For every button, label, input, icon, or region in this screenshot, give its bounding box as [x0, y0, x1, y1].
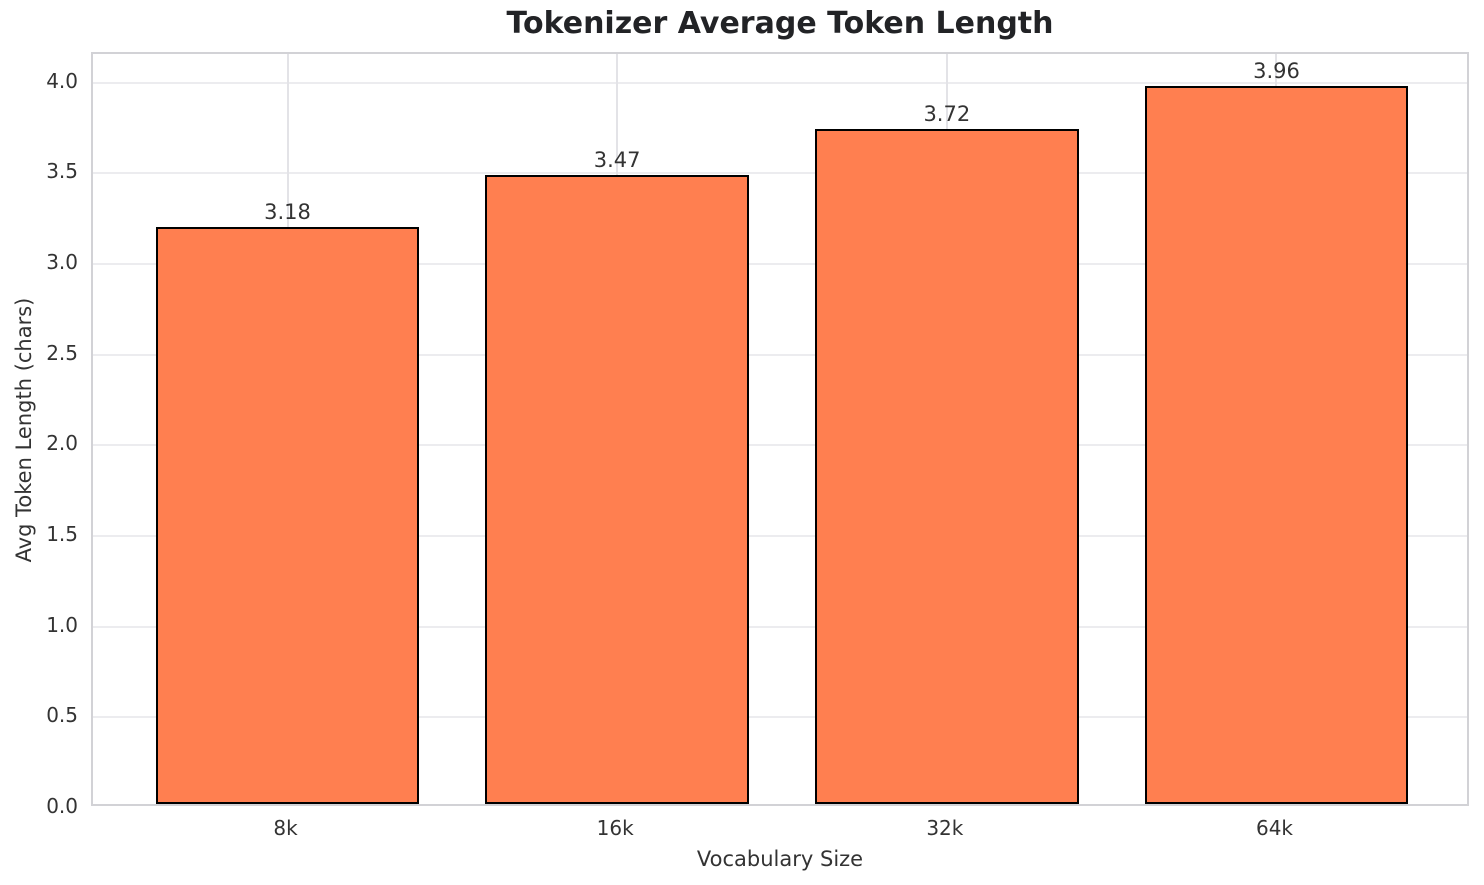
- horizontal-gridline: [93, 353, 1467, 356]
- horizontal-gridline: [93, 444, 1467, 447]
- x-tick-label: 16k: [596, 816, 634, 840]
- horizontal-gridline: [93, 81, 1467, 84]
- bar-8k: [155, 227, 420, 804]
- horizontal-gridline: [93, 534, 1467, 537]
- x-axis-label: Vocabulary Size: [696, 847, 864, 871]
- y-tick-label: 1.0: [46, 612, 78, 637]
- y-tick-label: 2.5: [46, 340, 78, 365]
- horizontal-gridline: [93, 625, 1467, 628]
- bar-value-label: 3.96: [1253, 58, 1300, 83]
- y-tick-label: 3.5: [46, 159, 78, 184]
- y-tick-label: 3.0: [46, 249, 78, 274]
- plot-area: 3.18 3.47 3.72 3.96: [91, 52, 1469, 806]
- y-tick-label: 0.0: [46, 794, 78, 818]
- horizontal-gridline: [93, 716, 1467, 719]
- bar-value-label: 3.47: [593, 147, 641, 172]
- y-tick-label: 4.0: [46, 68, 78, 93]
- horizontal-gridline: [93, 172, 1467, 175]
- y-tick-label: 1.5: [46, 521, 78, 546]
- bar-32k: [814, 129, 1079, 804]
- x-tick-label: 64k: [1255, 816, 1293, 840]
- bar-16k: [485, 174, 750, 804]
- bar-64k: [1144, 85, 1409, 804]
- bar-value-label: 3.72: [923, 102, 971, 127]
- horizontal-gridline: [93, 262, 1467, 265]
- bar-value-label: 3.18: [264, 200, 311, 225]
- chart-title: Tokenizer Average Token Length: [506, 6, 1054, 41]
- y-tick-label: 0.5: [46, 703, 78, 728]
- y-tick-label: 2.0: [46, 431, 78, 456]
- x-tick-label: 32k: [926, 816, 964, 840]
- x-tick-label: 8k: [273, 816, 298, 840]
